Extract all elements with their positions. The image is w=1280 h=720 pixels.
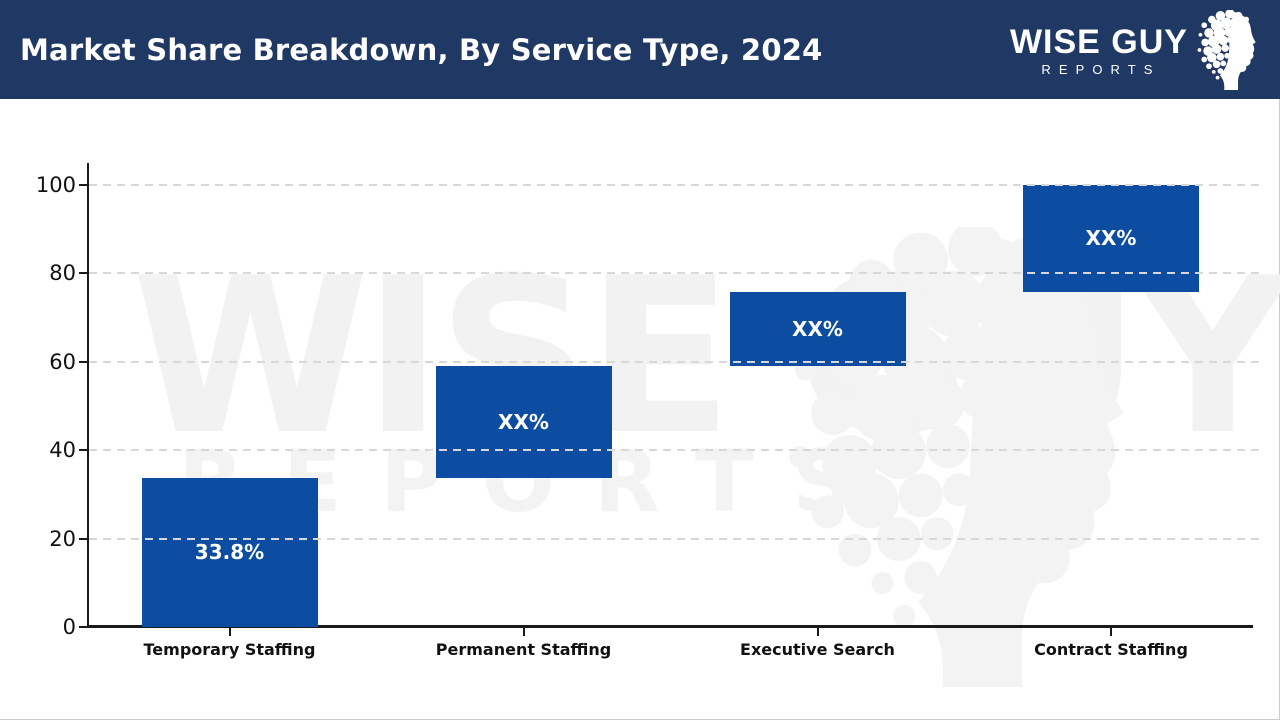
y-tick-label: 100 (35, 173, 76, 197)
x-axis-category-label: Contract Staffing (1034, 640, 1188, 659)
bar-value-label: 33.8% (194, 540, 265, 565)
x-axis-category-label: Executive Search (740, 640, 895, 659)
header: Market Share Breakdown, By Service Type,… (0, 0, 1280, 99)
chart-area: WISE GUY REPORTS 0 20 40 60 80 100 33.8% Tempor… (0, 99, 1280, 720)
bar-contract-staffing: XX% (1023, 185, 1199, 292)
y-tick-mark (79, 449, 88, 452)
gridline (89, 272, 1262, 275)
y-tick-label: 20 (49, 526, 76, 551)
logo-subtitle: REPORTS (1041, 61, 1161, 77)
logo: WISE GUY REPORTS (1010, 8, 1266, 92)
x-axis-category-label: Permanent Staffing (435, 640, 612, 659)
gridline (89, 184, 1262, 186)
y-tick-mark (79, 272, 88, 275)
y-tick-mark (79, 360, 88, 363)
bar-value-label: XX% (498, 409, 549, 434)
y-tick-mark (79, 626, 88, 628)
y-tick-label: 80 (49, 261, 76, 286)
x-tick-mark (1110, 628, 1112, 636)
logo-wordmark: WISE GUY (1009, 22, 1188, 61)
y-tick-mark (79, 537, 88, 540)
x-tick-mark (228, 628, 231, 636)
y-tick-label: 0 (62, 615, 76, 639)
x-tick-mark (816, 628, 819, 636)
bar-value-label: XX% (792, 317, 843, 342)
x-axis-category-label: Temporary Staffing (143, 640, 316, 659)
y-tick-label: 60 (49, 349, 76, 374)
y-axis-line (87, 163, 89, 628)
x-axis-line (87, 625, 1253, 628)
bar-executive-search: XX% (729, 291, 906, 367)
bar-value-label: XX% (1085, 226, 1137, 251)
bar-temporary-staffing: 33.8% (141, 477, 318, 627)
gridline (89, 360, 1262, 363)
page-title: Market Share Breakdown, By Service Type,… (20, 32, 823, 67)
y-tick-mark (79, 184, 88, 186)
logo-text: WISE GUY REPORTS (1010, 25, 1188, 76)
gridline (89, 537, 1262, 540)
y-tick-label: 40 (49, 438, 76, 463)
x-tick-mark (522, 628, 525, 636)
bar-permanent-staffing: XX% (435, 366, 612, 478)
gridline (89, 449, 1262, 452)
